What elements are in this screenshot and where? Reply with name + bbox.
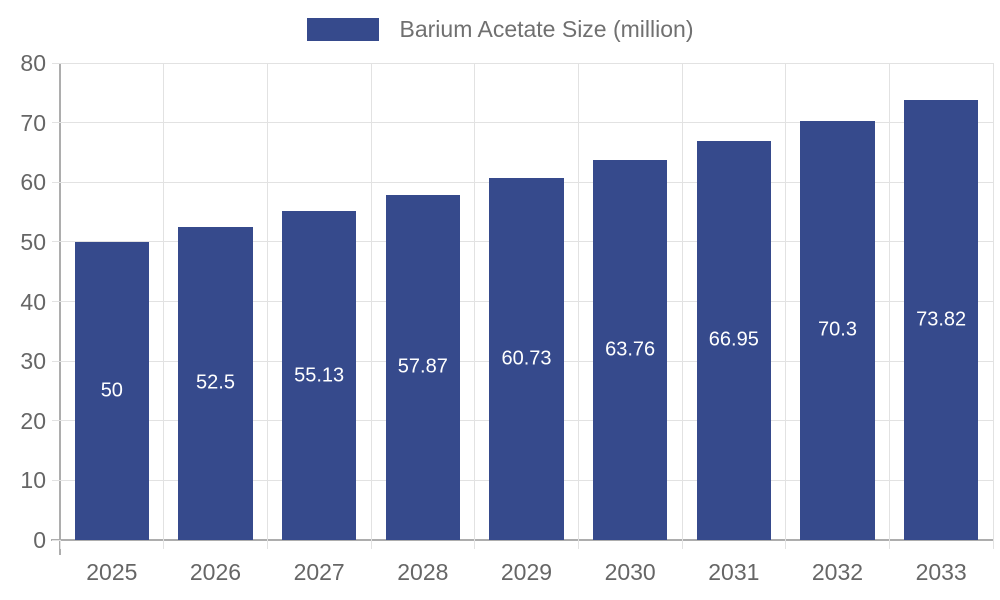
y-axis-tick [52,301,60,302]
x-axis-label: 2026 [189,559,242,585]
bar-value-label: 50 [100,379,123,402]
v-gridline [785,63,787,540]
v-gridline [370,63,372,540]
y-axis-tick [52,420,60,422]
bar[interactable]: 63.76 [592,159,668,540]
v-gridline [888,63,890,540]
bar[interactable]: 73.82 [903,99,979,540]
x-axis-tick [681,540,683,549]
x-axis-tick [163,540,165,549]
x-axis-tick [992,540,994,549]
y-axis-tick-label: 80 [20,50,46,76]
x-axis-label: 2025 [86,559,138,585]
x-axis-tick [888,540,890,549]
bar-value-label: 52.5 [196,371,235,394]
bar-value-label: 60.73 [501,347,552,370]
bar[interactable]: 52.5 [178,226,253,540]
y-axis-tick-label: 40 [20,288,46,315]
x-axis-tick [474,540,476,549]
x-axis-label: 2029 [500,559,553,585]
plot-area: 0 10 20 30 40 50 60 70 80 50 2025 52.5 2026 55.13 2027… [20,50,994,585]
y-axis-tick-label: 30 [20,348,46,375]
y-axis-tick [52,62,60,64]
v-gridline [577,63,579,540]
x-axis-tick [370,540,372,549]
x-axis-label: 2030 [604,559,656,585]
x-axis-label: 2028 [397,559,449,585]
x-axis-label: 2031 [708,559,760,585]
y-axis-tick [52,181,60,183]
v-gridline [163,63,165,540]
y-axis-tick-label: 0 [33,527,46,553]
y-axis-tick-label: 10 [20,467,46,494]
h-gridline [60,62,993,64]
x-axis-label: 2033 [915,559,967,585]
bar-value-label: 57.87 [397,355,448,378]
x-axis-tick [59,540,61,549]
y-axis-tick-label: 20 [20,407,46,434]
y-axis-tick-label: 60 [20,169,46,196]
bar-value-label: 63.76 [605,338,656,361]
bar[interactable]: 57.87 [385,194,461,540]
y-axis-tick [52,360,60,362]
bar-value-label: 55.13 [294,364,345,387]
x-axis-tick [785,540,787,549]
y-axis-tick [52,241,60,243]
y-axis-tick [52,479,60,481]
bar[interactable]: 55.13 [281,211,357,540]
x-axis-tick [266,540,268,549]
x-axis-label: 2027 [293,559,345,585]
legend-swatch [306,18,379,41]
y-axis-tick [52,122,60,124]
x-axis-line [51,539,993,541]
v-gridline [681,63,683,540]
y-axis-tick [52,539,60,541]
bar-value-label: 73.82 [916,308,967,331]
y-axis-tick-label: 50 [20,228,46,255]
v-gridline [992,63,994,540]
bar[interactable]: 70.3 [800,120,875,540]
bar[interactable]: 66.95 [696,140,772,540]
bar-value-label: 70.3 [818,318,857,341]
bar[interactable]: 50 [74,241,150,540]
x-axis-tick [577,540,579,549]
x-axis-label: 2032 [811,559,864,585]
y-axis-line [59,63,61,555]
bar[interactable]: 60.73 [489,177,564,540]
legend: Barium Acetate Size (million) [0,16,1000,43]
v-gridline [266,63,268,540]
bar-value-label: 66.95 [708,328,759,351]
h-gridline [60,122,993,124]
y-axis-tick-label: 70 [20,109,46,136]
legend-label: Barium Acetate Size (million) [399,16,694,42]
v-gridline [474,63,476,540]
legend-item[interactable]: Barium Acetate Size (million) [306,16,694,43]
